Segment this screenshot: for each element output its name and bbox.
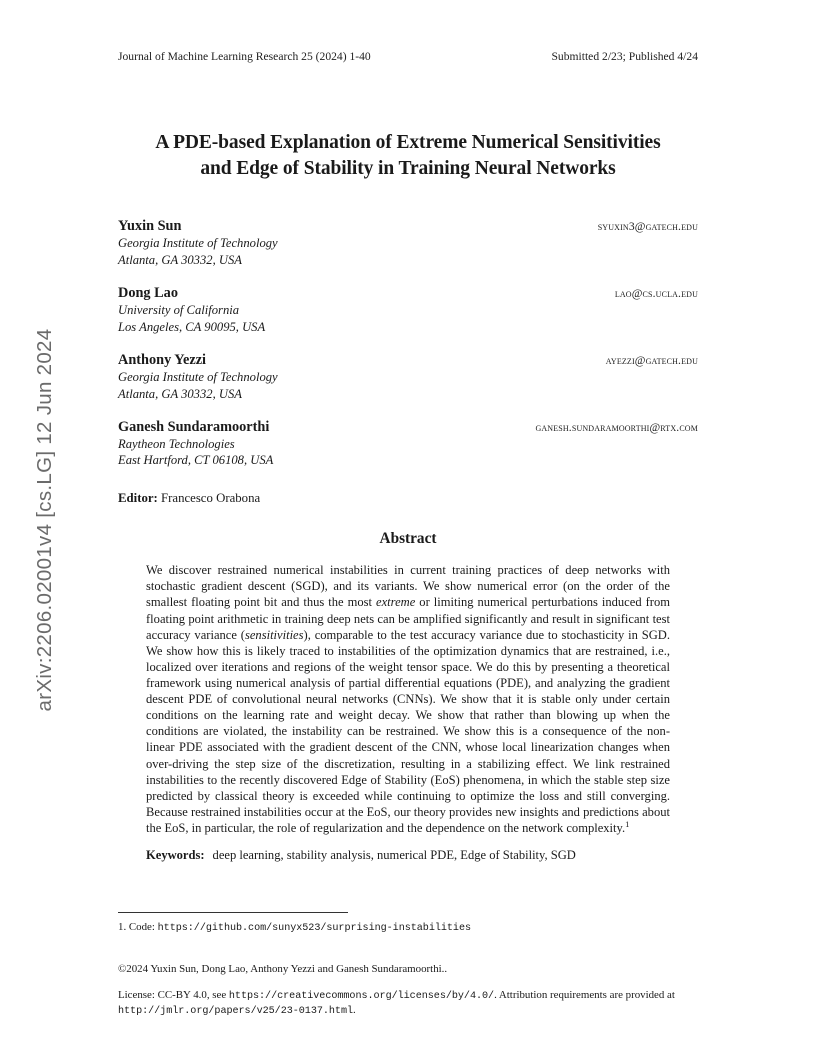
- affiliation-line: Georgia Institute of Technology: [118, 235, 278, 250]
- author-name: Anthony Yezzi: [118, 351, 207, 368]
- author-affiliation: Georgia Institute of Technology Atlanta,…: [118, 235, 698, 268]
- author-entry: Dong Lao lao@cs.ucla.edu University of C…: [118, 285, 698, 335]
- abstract-part-1: We discover restrained numerical instabi…: [146, 563, 670, 610]
- author-row: Anthony Yezzi ayezzi@gatech.edu: [118, 352, 698, 369]
- author-name: Yuxin Sun: [118, 217, 182, 234]
- footnote-label: Code:: [128, 921, 155, 933]
- license-url[interactable]: https://creativecommons.org/licenses/by/…: [228, 990, 495, 1002]
- keywords-line: Keywords: deep learning, stability analys…: [146, 848, 670, 863]
- license-line: License: CC-BY 4.0, see https://creative…: [118, 988, 708, 1019]
- author-row: Yuxin Sun syuxin3@gatech.edu: [118, 218, 698, 235]
- title-line-2: and Edge of Stability in Training Neural…: [200, 157, 616, 179]
- license-middle: . Attribution requirements are provided …: [494, 988, 675, 1001]
- author-entry: Yuxin Sun syuxin3@gatech.edu Georgia Ins…: [118, 218, 698, 268]
- editor-label: Editor:: [118, 491, 158, 506]
- author-row: Dong Lao lao@cs.ucla.edu: [118, 285, 698, 302]
- abstract-part-3: ), comparable to the test accuracy varia…: [146, 627, 671, 835]
- author-row: Ganesh Sundaramoorthi ganesh.sundaramoor…: [118, 419, 698, 436]
- abstract-heading: Abstract: [379, 530, 437, 548]
- footnote-area: 1. Code: https://github.com/sunyx523/sur…: [118, 912, 698, 935]
- footnote-code-url[interactable]: https://github.com/sunyx523/surprising-i…: [157, 923, 472, 934]
- keywords-value: deep learning, stability analysis, numer…: [212, 848, 576, 863]
- copyright-line: ©2024 Yuxin Sun, Dong Lao, Anthony Yezzi…: [118, 963, 448, 975]
- editor-name: Francesco Orabona: [161, 491, 261, 506]
- author-affiliation: Raytheon Technologies East Hartford, CT …: [118, 436, 698, 469]
- abstract-section: Abstract We discover restrained numerica…: [118, 530, 698, 863]
- page-title: A PDE-based Explanation of Extreme Numer…: [118, 130, 698, 182]
- affiliation-line: Atlanta, GA 30332, USA: [118, 386, 242, 401]
- author-email[interactable]: ganesh.sundaramoorthi@rtx.com: [535, 420, 698, 434]
- author-entry: Ganesh Sundaramoorthi ganesh.sundaramoor…: [118, 419, 698, 469]
- attribution-url[interactable]: http://jmlr.org/papers/v25/23-0137.html: [118, 1006, 354, 1018]
- author-email[interactable]: lao@cs.ucla.edu: [614, 286, 698, 300]
- footnote-divider: [118, 912, 348, 913]
- author-affiliation: University of California Los Angeles, CA…: [118, 302, 698, 335]
- affiliation-line: Los Angeles, CA 90095, USA: [118, 319, 266, 334]
- arxiv-stamp: arXiv:2206.02001v4 [cs.LG] 12 Jun 2024: [33, 328, 56, 712]
- submission-dates: Submitted 2/23; Published 4/24: [551, 50, 698, 63]
- author-affiliation: Georgia Institute of Technology Atlanta,…: [118, 369, 698, 402]
- editor-line: Editor: Francesco Orabona: [118, 491, 698, 506]
- author-entry: Anthony Yezzi ayezzi@gatech.edu Georgia …: [118, 352, 698, 402]
- journal-reference: Journal of Machine Learning Research 25 …: [118, 50, 371, 63]
- author-list: Yuxin Sun syuxin3@gatech.edu Georgia Ins…: [118, 218, 698, 469]
- abstract-emphasis-extreme: extreme: [376, 595, 416, 610]
- author-name: Ganesh Sundaramoorthi: [118, 418, 270, 435]
- footnote-marker: 1.: [118, 921, 127, 933]
- license-suffix: .: [353, 1004, 356, 1017]
- affiliation-line: Atlanta, GA 30332, USA: [118, 252, 242, 267]
- affiliation-line: Raytheon Technologies: [118, 436, 235, 451]
- abstract-emphasis-sensitivities: sensitivities: [244, 627, 304, 642]
- running-head: Journal of Machine Learning Research 25 …: [118, 50, 698, 63]
- abstract-footnote-marker[interactable]: 1: [625, 818, 630, 829]
- license-block: ©2024 Yuxin Sun, Dong Lao, Anthony Yezzi…: [118, 962, 708, 1019]
- author-email[interactable]: ayezzi@gatech.edu: [605, 353, 698, 367]
- footnote-text: 1. Code: https://github.com/sunyx523/sur…: [118, 920, 698, 935]
- title-line-1: A PDE-based Explanation of Extreme Numer…: [155, 132, 661, 153]
- abstract-part-2: or limiting numerical perturbations indu…: [146, 595, 670, 642]
- license-prefix: License: CC-BY 4.0, see: [118, 988, 229, 1001]
- affiliation-line: University of California: [118, 302, 240, 317]
- page-body: A PDE-based Explanation of Extreme Numer…: [118, 120, 698, 863]
- affiliation-line: Georgia Institute of Technology: [118, 369, 278, 384]
- abstract-text: We discover restrained numerical instabi…: [146, 562, 670, 836]
- author-name: Dong Lao: [118, 284, 178, 301]
- keywords-label: Keywords:: [146, 848, 205, 863]
- affiliation-line: East Hartford, CT 06108, USA: [118, 453, 274, 468]
- author-email[interactable]: syuxin3@gatech.edu: [597, 219, 698, 233]
